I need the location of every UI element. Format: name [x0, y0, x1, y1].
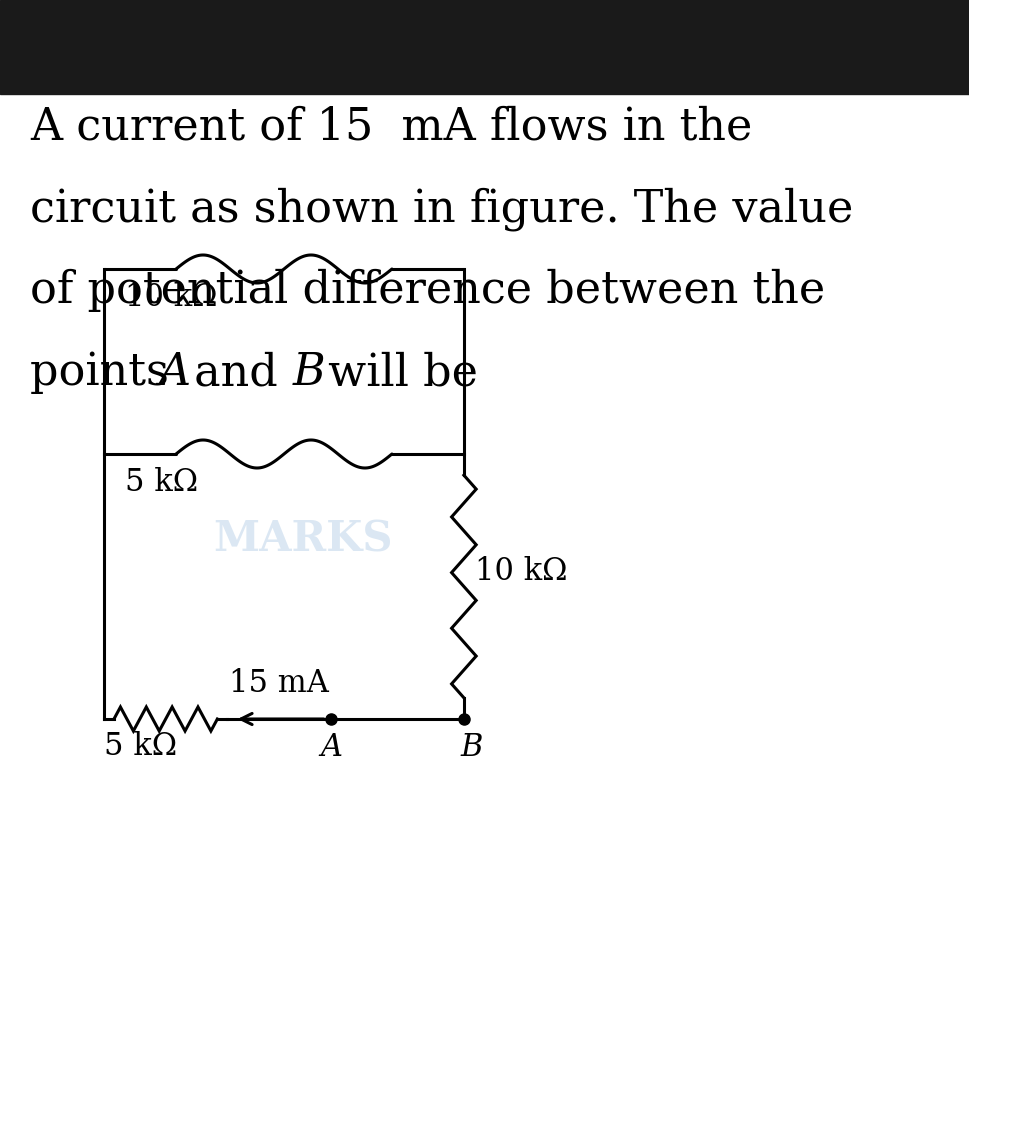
Text: points: points [31, 351, 183, 395]
Text: 15 mA: 15 mA [229, 668, 329, 699]
Text: and: and [180, 351, 292, 395]
Text: 5 kΩ: 5 kΩ [125, 466, 198, 498]
Text: 5 kΩ: 5 kΩ [104, 731, 177, 762]
Text: of potential difference between the: of potential difference between the [31, 269, 825, 312]
Text: A current of 15  mA flows in the: A current of 15 mA flows in the [31, 105, 753, 148]
Text: B: B [460, 732, 482, 763]
Text: A: A [321, 732, 342, 763]
Text: will be: will be [314, 351, 478, 395]
Text: MARKS: MARKS [213, 518, 392, 560]
Bar [0, 0, 970, 94]
Text: A: A [158, 351, 190, 395]
Text: B: B [293, 351, 326, 395]
Text: 10 kΩ: 10 kΩ [125, 282, 217, 312]
Text: 10 kΩ: 10 kΩ [475, 556, 567, 587]
Text: circuit as shown in figure. The value: circuit as shown in figure. The value [31, 187, 854, 230]
